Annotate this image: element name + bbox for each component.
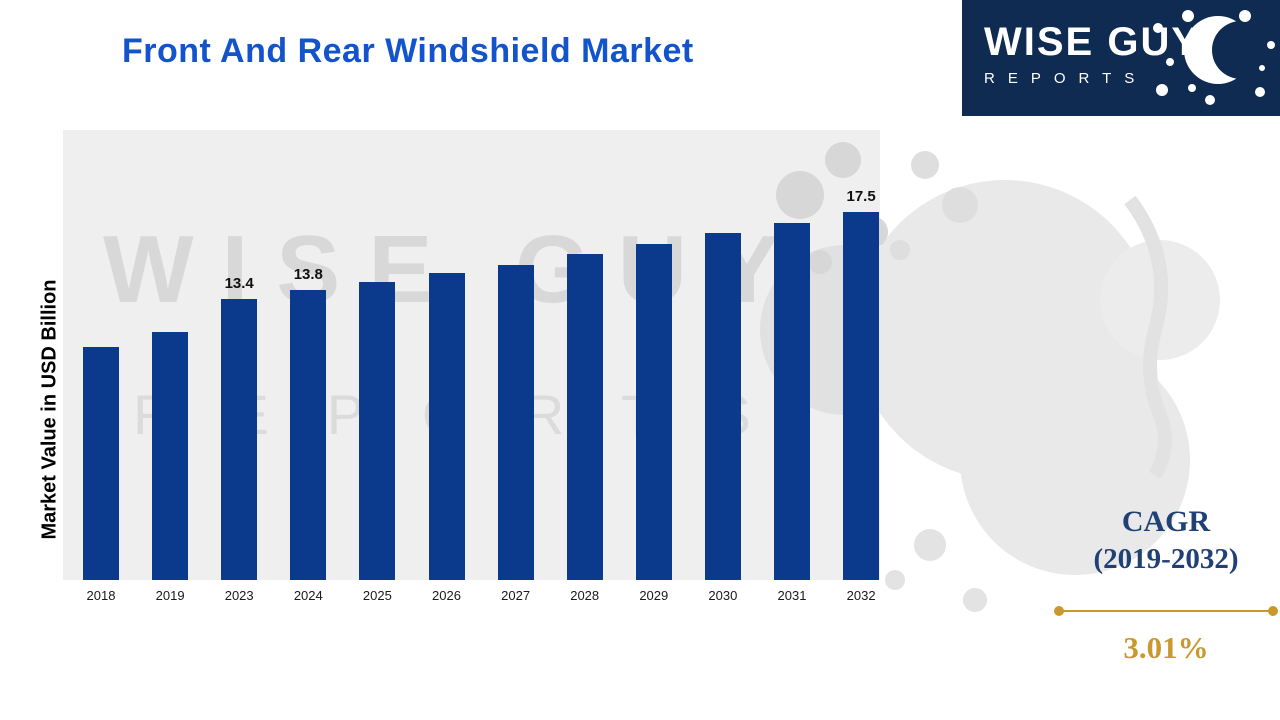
divider-dot-right	[1268, 606, 1278, 616]
bar-2029	[635, 244, 672, 580]
bar-2023	[221, 299, 258, 580]
x-tick-label: 2026	[432, 588, 461, 603]
bar-value-label: 13.8	[293, 266, 323, 283]
page-title: Front And Rear Windshield Market	[122, 32, 694, 70]
x-tick-label: 2031	[777, 588, 807, 603]
x-tick-label: 2032	[846, 588, 876, 603]
x-tick-label: 2018	[86, 588, 116, 603]
cagr-value: 3.01%	[1123, 630, 1209, 665]
bar-series: 2018 2019 13.4 2023 13.8 2024 2025 2026 2027 2028…	[63, 130, 880, 603]
bar-value-label: 17.5	[846, 188, 876, 205]
divider-dot-left	[1054, 606, 1064, 616]
bar-2019	[152, 332, 189, 580]
divider-line	[1054, 606, 1278, 616]
bar-2031	[774, 223, 810, 580]
bar-2026	[428, 273, 465, 580]
x-tick-label: 2024	[293, 588, 323, 603]
cagr-range: (2019-2032)	[1093, 543, 1239, 575]
x-tick-label: 2023	[224, 588, 254, 603]
bar-2027	[497, 265, 534, 580]
bar-2025	[359, 282, 396, 580]
x-tick-label: 2027	[501, 588, 531, 603]
x-tick-label: 2030	[708, 588, 738, 603]
logo: WISE GUY REPORTS	[962, 0, 1280, 116]
cagr-label: CAGR	[1121, 505, 1211, 538]
bar-2028	[566, 254, 603, 580]
x-tick-label: 2019	[155, 588, 185, 603]
chart-plot-area: WISE GUY REPORTS 2018 2019 13.4 2023 13.8 202…	[63, 130, 880, 603]
logo-face-icon	[1153, 10, 1275, 105]
y-axis-label: Market Value in USD Billion	[38, 279, 61, 540]
x-tick-label: 2025	[362, 588, 392, 603]
cagr-block: CAGR (2019-2032) 3.01%	[1052, 505, 1280, 666]
bar-2032	[843, 212, 880, 580]
bar-2024	[290, 290, 327, 580]
bar-2030	[704, 233, 741, 580]
x-tick-label: 2029	[639, 588, 669, 603]
bar-2018	[83, 347, 119, 580]
bar-value-label: 13.4	[224, 275, 254, 292]
x-tick-label: 2028	[570, 588, 600, 603]
logo-subtitle: REPORTS	[984, 70, 1148, 87]
